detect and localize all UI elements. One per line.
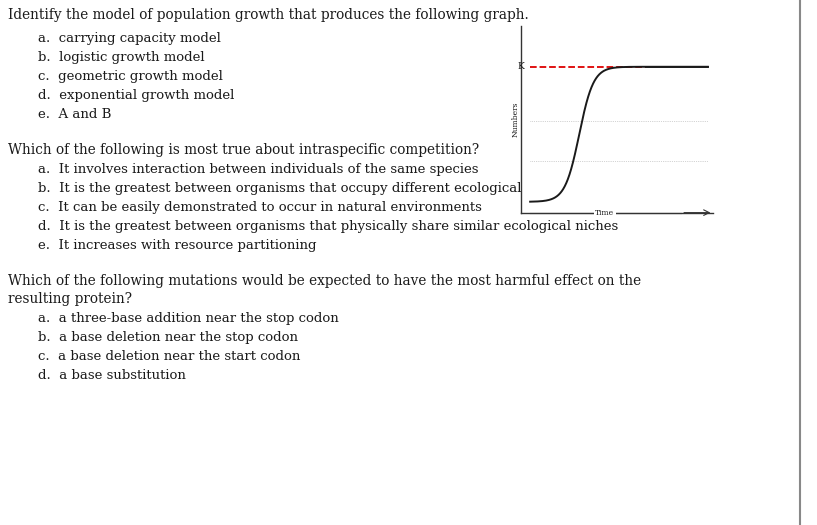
Text: a.  a three-base addition near the stop codon: a. a three-base addition near the stop c… <box>38 312 339 325</box>
Text: d.  exponential growth model: d. exponential growth model <box>38 89 234 102</box>
Text: c.  a base deletion near the start codon: c. a base deletion near the start codon <box>38 350 301 363</box>
Text: Which of the following mutations would be expected to have the most harmful effe: Which of the following mutations would b… <box>8 274 641 288</box>
Text: a.  carrying capacity model: a. carrying capacity model <box>38 32 221 45</box>
Text: K: K <box>518 62 525 71</box>
Text: d.  It is the greatest between organisms that physically share similar ecologica: d. It is the greatest between organisms … <box>38 220 618 233</box>
Text: b.  It is the greatest between organisms that occupy different ecological niches: b. It is the greatest between organisms … <box>38 182 569 195</box>
Text: c.  It can be easily demonstrated to occur in natural environments: c. It can be easily demonstrated to occu… <box>38 201 482 214</box>
Text: e.  A and B: e. A and B <box>38 108 111 121</box>
Text: b.  a base deletion near the stop codon: b. a base deletion near the stop codon <box>38 331 298 344</box>
Text: resulting protein?: resulting protein? <box>8 292 132 306</box>
Text: Which of the following is most true about intraspecific competition?: Which of the following is most true abou… <box>8 143 479 157</box>
Text: c.  geometric growth model: c. geometric growth model <box>38 70 223 83</box>
Text: e.  It increases with resource partitioning: e. It increases with resource partitioni… <box>38 239 316 252</box>
Text: b.  logistic growth model: b. logistic growth model <box>38 51 204 64</box>
Text: Time: Time <box>596 208 614 217</box>
Text: d.  a base substitution: d. a base substitution <box>38 369 186 382</box>
Text: a.  It involves interaction between individuals of the same species: a. It involves interaction between indiv… <box>38 163 479 176</box>
Y-axis label: Numbers: Numbers <box>512 102 520 137</box>
Text: Identify the model of population growth that produces the following graph.: Identify the model of population growth … <box>8 8 529 22</box>
